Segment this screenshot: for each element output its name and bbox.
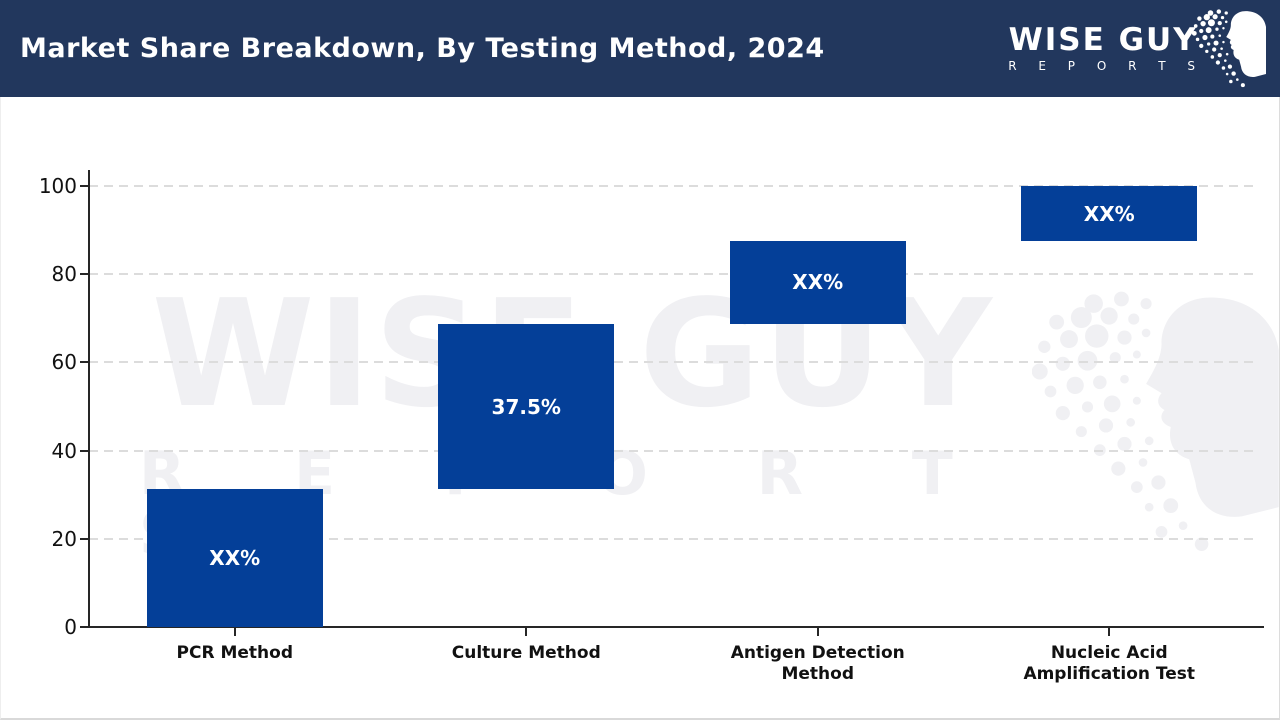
bar-value-label: XX% — [1083, 201, 1135, 226]
x-tick — [525, 628, 528, 636]
y-tick — [80, 361, 88, 364]
wiseguy-logo-text: WISE GUY R E P O R T S — [1002, 22, 1204, 73]
gridline — [89, 185, 1255, 187]
y-tick-label: 80 — [51, 262, 77, 287]
chart-title: Market Share Breakdown, By Testing Metho… — [20, 33, 825, 64]
y-tick-label: 100 — [38, 174, 77, 198]
y-tick — [80, 626, 88, 628]
gridline — [89, 273, 1255, 276]
gridline — [89, 449, 1255, 452]
y-tick-label: 20 — [51, 526, 77, 551]
x-tick — [816, 628, 819, 636]
category-label: Antigen Detection Method — [730, 643, 905, 685]
logo-wordmark: WISE GUY — [1008, 22, 1198, 58]
y-tick — [80, 449, 88, 452]
y-tick-label: 0 — [64, 615, 77, 639]
y-tick-label: 60 — [51, 350, 77, 375]
gridline — [89, 361, 1255, 364]
bar-2: 37.5% — [438, 323, 615, 490]
logo-subtitle: R E P O R T S — [1008, 59, 1204, 73]
category-label: Nucleic Acid Amplification Test — [1023, 643, 1196, 685]
y-tick — [80, 185, 88, 187]
header-bar: Market Share Breakdown, By Testing Metho… — [0, 0, 1280, 97]
wiseguy-face-icon — [1192, 8, 1266, 87]
watermark-face-icon — [1032, 291, 1279, 551]
bar-3: XX% — [729, 241, 906, 324]
bar-1: XX% — [146, 489, 323, 627]
x-tick — [233, 628, 236, 636]
x-tick — [1108, 628, 1111, 636]
y-axis-line — [88, 170, 90, 627]
y-tick — [80, 273, 88, 276]
category-label: PCR Method — [176, 643, 293, 663]
bar-value-label: XX% — [792, 270, 844, 295]
y-tick-label: 40 — [51, 438, 77, 463]
bar-4: XX% — [1021, 186, 1198, 242]
x-axis-line — [88, 626, 1264, 628]
category-label: Culture Method — [451, 643, 601, 663]
bar-value-label: 37.5% — [491, 394, 561, 419]
wiseguy-logo: WISE GUY R E P O R T S — [1002, 6, 1266, 92]
bar-value-label: XX% — [209, 546, 261, 571]
gridline — [89, 537, 1255, 540]
y-tick — [80, 537, 88, 540]
